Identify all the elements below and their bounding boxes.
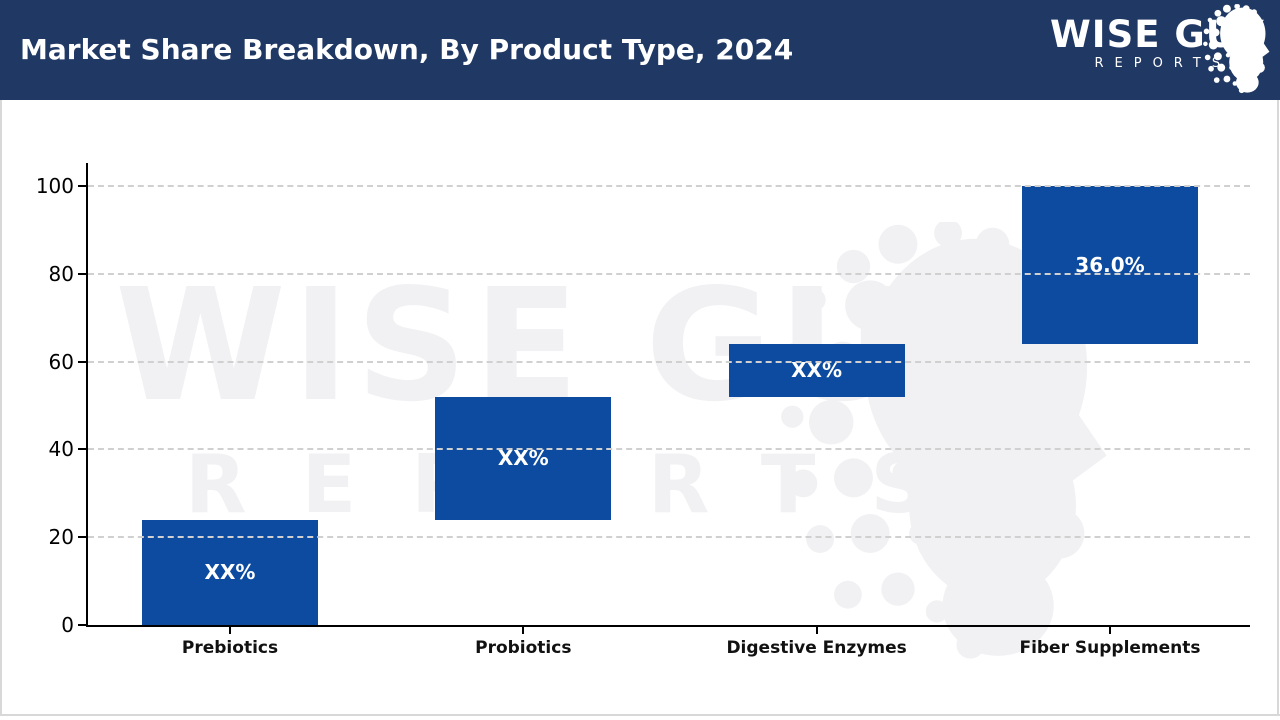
gridline-40 — [88, 448, 1250, 451]
gridline-60 — [88, 360, 1250, 363]
bar-segment: 36.0% — [1022, 186, 1198, 345]
frame-border-right — [1277, 100, 1279, 716]
y-tick-label: 80 — [48, 261, 74, 286]
y-tick-label: 20 — [48, 525, 74, 550]
x-tick — [522, 627, 525, 634]
y-tick-label: 60 — [48, 349, 74, 374]
gridline-80 — [88, 272, 1250, 275]
bar-segment: XX% — [435, 396, 612, 520]
y-tick-0 — [78, 624, 86, 626]
x-category-label: Prebiotics — [181, 638, 279, 658]
bar-segment: XX% — [728, 344, 905, 397]
x-category-label: Probiotics — [475, 638, 572, 658]
chart-title: Market Share Breakdown, By Product Type,… — [20, 33, 794, 66]
y-tick-100 — [78, 185, 86, 187]
frame-border-left — [0, 100, 2, 716]
y-axis-spine — [86, 163, 88, 627]
y-tick-80 — [78, 272, 86, 275]
x-tick — [1109, 627, 1111, 634]
y-tick-label: 40 — [48, 437, 74, 462]
header-bar: Market Share Breakdown, By Product Type,… — [0, 0, 1280, 100]
y-tick-60 — [78, 360, 86, 363]
y-tick-20 — [78, 536, 86, 539]
y-tick-40 — [78, 448, 86, 451]
x-category-label: Fiber Supplements — [1019, 638, 1201, 658]
brand-face-icon — [1202, 4, 1270, 95]
x-axis-spine — [86, 625, 1250, 627]
x-category-label: Digestive Enzymes — [726, 638, 907, 658]
gridline-100 — [88, 185, 1250, 187]
bar-value-label: XX% — [204, 560, 256, 585]
x-tick — [815, 627, 818, 634]
frame-border-bottom — [0, 714, 1280, 716]
brand-logo: WISE GUY REPORTS — [1012, 0, 1272, 100]
x-tick — [229, 627, 231, 634]
y-tick-label: 0 — [61, 613, 74, 637]
y-tick-label: 100 — [35, 174, 74, 198]
brand-subname: REPORTS — [1094, 56, 1232, 71]
gridline-20 — [88, 536, 1250, 539]
